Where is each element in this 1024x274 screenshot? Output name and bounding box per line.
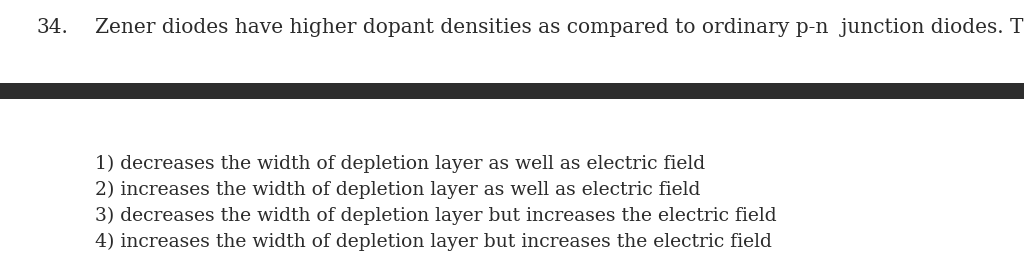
Text: 3) decreases the width of depletion layer but increases the electric field: 3) decreases the width of depletion laye… bbox=[95, 207, 776, 225]
Text: 2) increases the width of depletion layer as well as electric field: 2) increases the width of depletion laye… bbox=[95, 181, 700, 199]
Text: Zener diodes have higher dopant densities as compared to ordinary p-n  junction : Zener diodes have higher dopant densitie… bbox=[95, 18, 1024, 37]
Bar bbox=[0, 83, 1024, 99]
Text: 1) decreases the width of depletion layer as well as electric field: 1) decreases the width of depletion laye… bbox=[95, 155, 706, 173]
Text: 34.: 34. bbox=[36, 18, 68, 37]
Text: 4) increases the width of depletion layer but increases the electric field: 4) increases the width of depletion laye… bbox=[95, 233, 772, 251]
